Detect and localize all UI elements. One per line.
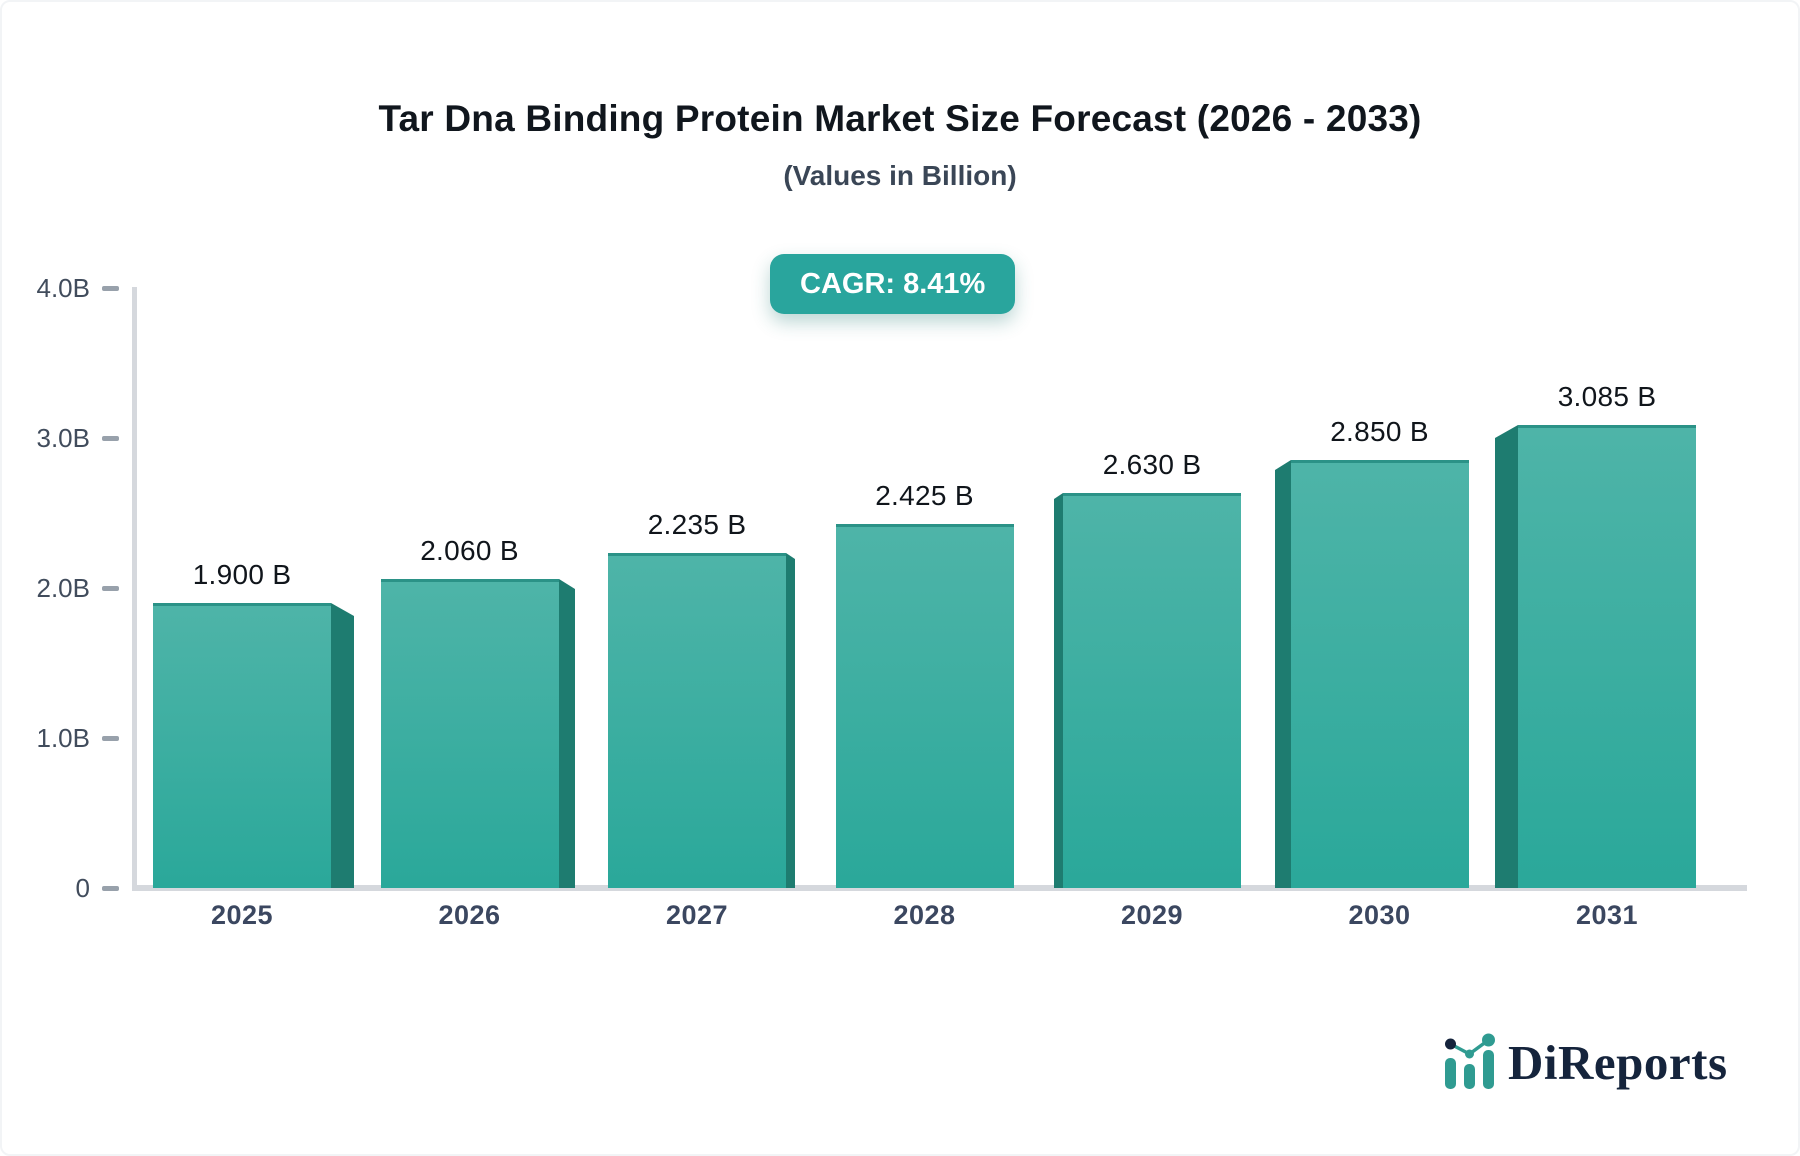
x-axis-label-2030: 2030 — [1348, 900, 1411, 930]
bar-2031 — [1518, 425, 1696, 888]
bar-2029 — [1063, 493, 1241, 888]
bar-3d-side — [1495, 425, 1518, 888]
bar-value-label: 1.900 B — [192, 559, 292, 590]
bar-3d-side — [1054, 493, 1063, 888]
y-tick-label: 2.0B — [36, 573, 91, 603]
bar-value-label: 3.085 B — [1557, 381, 1657, 412]
x-axis-label-2025: 2025 — [210, 900, 274, 930]
bar-value-label: 2.630 B — [1102, 449, 1202, 480]
brand-logo: DiReports — [1442, 1024, 1728, 1100]
y-tick-label: 4.0B — [36, 273, 91, 303]
y-tick-label: 1.0B — [36, 723, 91, 753]
bar-2030 — [1291, 460, 1469, 888]
bar-value-label: 2.850 B — [1330, 416, 1429, 447]
y-tick-label: 3.0B — [36, 423, 91, 453]
bar-2027 — [608, 553, 786, 888]
bar-3d-side — [786, 553, 795, 888]
y-tick-dash — [102, 886, 119, 891]
bar-value-label: 2.235 B — [647, 509, 747, 540]
bar-3d-side — [331, 603, 354, 888]
bar-chart-logo-icon — [1445, 1033, 1495, 1089]
bar-2026 — [381, 579, 559, 888]
y-tick-dash — [102, 736, 119, 741]
y-tick-dash — [102, 286, 119, 291]
y-tick-label: 0 — [75, 873, 90, 903]
y-tick-dash — [102, 586, 119, 591]
x-axis-label-2027: 2027 — [665, 900, 729, 930]
cagr-badge: CAGR: 8.41% — [770, 254, 1016, 314]
y-tick-dash — [102, 436, 119, 441]
y-axis-line — [132, 287, 137, 891]
bar-2025 — [153, 603, 331, 888]
bar-3d-side — [559, 579, 575, 888]
bar-value-label: 2.425 B — [875, 480, 974, 511]
x-axis-label-2026: 2026 — [438, 900, 501, 930]
bar-2028 — [836, 524, 1014, 888]
bar-value-label: 2.060 B — [420, 535, 519, 566]
x-axis-label-2029: 2029 — [1120, 900, 1184, 930]
x-axis-line — [132, 885, 1747, 891]
bar-3d-side — [1275, 460, 1291, 888]
brand-name: DiReports — [1508, 1034, 1728, 1090]
page-title: Tar Dna Binding Protein Market Size Fore… — [378, 98, 1422, 139]
cagr-badge-label: CAGR: 8.41% — [800, 267, 986, 300]
x-axis-label-2028: 2028 — [893, 900, 956, 930]
x-axis-label-2031: 2031 — [1575, 900, 1639, 930]
page-subtitle: (Values in Billion) — [783, 160, 1017, 191]
